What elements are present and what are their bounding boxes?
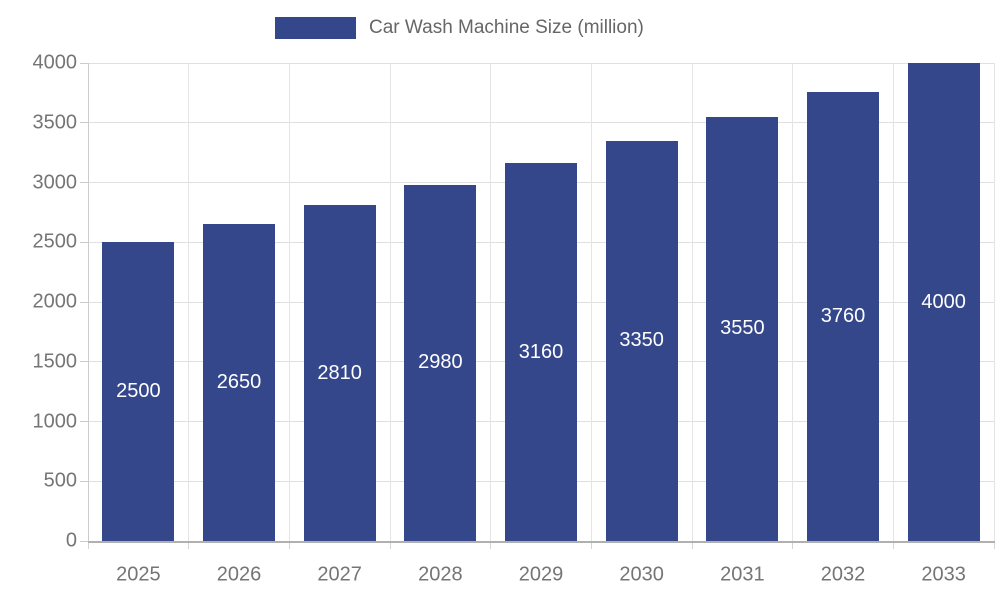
y-axis-tick-label: 3500 (32, 111, 78, 134)
bar-value-label: 2980 (418, 351, 463, 374)
x-axis-tick (590, 541, 592, 549)
x-axis-tick (792, 541, 794, 549)
y-axis-tick-label: 4000 (32, 51, 78, 74)
y-axis-tick (80, 122, 88, 124)
y-axis-tick (80, 301, 88, 303)
y-axis-tick (80, 480, 88, 482)
y-axis-tick-label: 3000 (32, 171, 78, 193)
y-axis-tick (80, 182, 88, 183)
legend-item[interactable]: Car Wash Machine Size (million) (275, 17, 644, 39)
x-axis-tick (993, 541, 995, 549)
y-axis-tick (80, 421, 88, 422)
y-gridline (88, 122, 994, 124)
x-gridline (288, 63, 290, 541)
bar[interactable]: 2810 (303, 205, 376, 541)
x-axis-tick-label: 2033 (921, 563, 966, 586)
bar-value-label: 3550 (720, 317, 765, 340)
x-axis-tick-label: 2027 (317, 563, 362, 586)
y-axis-tick-label: 2500 (32, 230, 78, 253)
y-axis-tick (80, 540, 88, 542)
y-axis-tick-label: 500 (43, 469, 77, 492)
x-axis-tick (288, 541, 290, 549)
bar-value-label: 3350 (619, 329, 664, 352)
x-axis-tick (87, 541, 89, 549)
x-gridline (691, 63, 693, 541)
y-axis-tick (80, 361, 88, 363)
bar[interactable]: 4000 (907, 63, 980, 541)
x-axis-tick-label: 2030 (619, 563, 664, 586)
bar[interactable]: 2980 (404, 184, 477, 541)
x-axis-tick-label: 2032 (820, 563, 866, 586)
x-axis-tick-label: 2029 (518, 563, 564, 586)
bar-value-label: 4000 (921, 290, 966, 313)
x-gridline (792, 63, 794, 541)
x-gridline (590, 63, 592, 541)
y-axis-tick (80, 241, 88, 243)
x-axis-tick (691, 541, 693, 549)
bar[interactable]: 3160 (505, 163, 577, 541)
bar-value-label: 3160 (518, 340, 564, 363)
x-gridline (993, 63, 995, 541)
bar-value-label: 2650 (216, 371, 262, 394)
y-axis-tick (80, 62, 88, 64)
x-gridline (490, 63, 492, 541)
y-axis-line (87, 63, 89, 541)
bar[interactable]: 2500 (102, 242, 175, 541)
x-gridline (389, 63, 391, 541)
bar[interactable]: 3760 (807, 91, 879, 541)
y-axis-tick-label: 1000 (32, 410, 78, 432)
bar[interactable]: 2650 (203, 224, 275, 541)
x-axis-tick (188, 541, 190, 549)
y-axis-tick-label: 0 (65, 529, 77, 552)
legend-swatch (275, 17, 356, 39)
bar[interactable]: 3350 (605, 140, 678, 541)
x-axis-tick-label: 2031 (720, 563, 765, 586)
x-axis-tick-label: 2025 (116, 563, 161, 586)
x-axis-tick (389, 541, 391, 549)
x-gridline (892, 63, 894, 541)
x-gridline (188, 63, 190, 541)
y-gridline (88, 62, 994, 64)
x-axis-tick-label: 2026 (216, 563, 262, 586)
bar-value-label: 2500 (116, 380, 161, 403)
y-axis-tick-label: 2000 (32, 290, 78, 313)
legend-label: Car Wash Machine Size (million) (369, 17, 644, 38)
x-axis-tick (490, 541, 492, 549)
bar-value-label: 2810 (317, 361, 362, 384)
x-axis-tick (892, 541, 894, 549)
bar[interactable]: 3550 (706, 116, 779, 541)
x-axis-tick-label: 2028 (418, 563, 463, 586)
x-axis-line (88, 541, 995, 543)
y-axis-tick-label: 1500 (32, 350, 78, 373)
bar-value-label: 3760 (820, 304, 866, 327)
